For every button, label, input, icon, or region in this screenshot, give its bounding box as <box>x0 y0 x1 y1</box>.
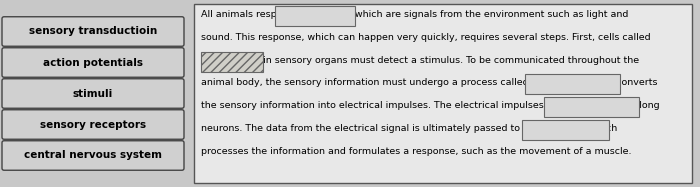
FancyBboxPatch shape <box>194 4 692 183</box>
FancyBboxPatch shape <box>2 48 184 77</box>
Text: within sensory organs must detect a stimulus. To be communicated throughout the: within sensory organs must detect a stim… <box>201 56 639 65</box>
Bar <box>275 6 355 26</box>
Text: the sensory information into electrical impulses. The electrical impulses travel: the sensory information into electrical … <box>201 101 659 110</box>
Text: stimuli: stimuli <box>73 88 113 99</box>
FancyBboxPatch shape <box>2 141 184 170</box>
Text: action potentials: action potentials <box>43 57 143 68</box>
Text: sound. This response, which can happen very quickly, requires several steps. Fir: sound. This response, which can happen v… <box>201 33 650 42</box>
Text: sensory transductioin: sensory transductioin <box>29 27 157 36</box>
FancyBboxPatch shape <box>2 17 184 46</box>
Text: processes the information and formulates a response, such as the movement of a m: processes the information and formulates… <box>201 147 631 156</box>
FancyBboxPatch shape <box>2 110 184 139</box>
Bar <box>525 74 620 94</box>
Text: central nervous system: central nervous system <box>24 151 162 160</box>
Text: sensory receptors: sensory receptors <box>40 119 146 130</box>
Text: animal body, the sensory information must undergo a process called              : animal body, the sensory information mus… <box>201 78 657 87</box>
Bar <box>201 52 263 72</box>
FancyBboxPatch shape <box>2 79 184 108</box>
Text: neurons. The data from the electrical signal is ultimately passed to the        : neurons. The data from the electrical si… <box>201 124 617 133</box>
Bar <box>544 97 639 117</box>
Bar <box>522 120 609 140</box>
Text: All animals respond to              , which are signals from the environment suc: All animals respond to , which are signa… <box>201 10 629 19</box>
